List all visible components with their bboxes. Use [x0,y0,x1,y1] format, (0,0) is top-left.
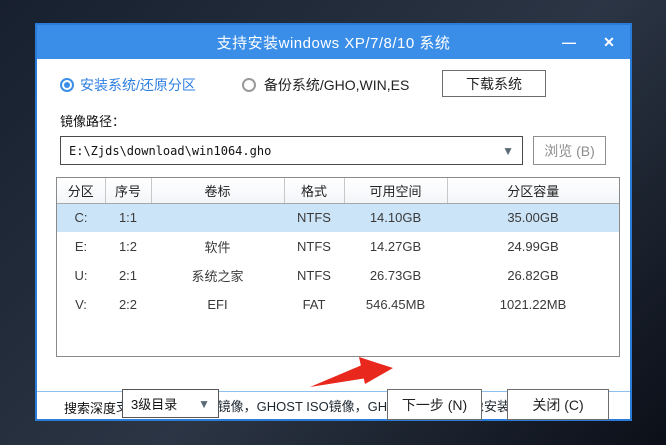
titlebar[interactable]: 支持安装windows XP/7/8/10 系统 — ✕ [37,25,630,59]
col-header-format[interactable]: 格式 [284,178,345,204]
cell-capacity[interactable]: 26.82GB [507,268,559,283]
cell-capacity[interactable]: 24.99GB [507,239,559,254]
cell-drive[interactable]: V: [75,297,87,312]
cell-index[interactable]: 2:1 [118,268,138,283]
cell-free[interactable]: 14.27GB [369,239,422,254]
table-row[interactable]: V: 2:2 EFI FAT 546.45MB 1021.22MB [57,290,619,319]
next-step-button[interactable]: 下一步 (N) [387,389,482,420]
mode-row: 安装系统/还原分区 备份系统/GHO,WIN,ES 下载系统 [60,70,607,98]
cell-format[interactable]: FAT [302,297,326,312]
window-title: 支持安装windows XP/7/8/10 系统 [216,34,451,52]
cell-capacity[interactable]: 35.00GB [447,203,619,232]
browse-button[interactable]: 浏览 (B) [533,136,606,165]
cell-capacity[interactable]: 1021.22MB [499,297,567,312]
col-header-free[interactable]: 可用空间 [344,178,448,204]
radio-unselected-icon[interactable] [241,78,256,92]
cell-format[interactable]: NTFS [297,239,331,254]
image-path-row: E:\Zjds\download\win1064.gho ▼ 浏览 (B) [60,136,607,165]
installer-window: 支持安装windows XP/7/8/10 系统 — ✕ 安装系统/还原分区 备… [35,23,632,421]
cell-free[interactable]: 546.45MB [365,297,426,312]
cell-free[interactable]: 14.10GB [344,203,447,232]
radio-backup-label: 备份系统/GHO,WIN,ES [263,77,410,93]
image-path-label: 镜像路径： [60,114,126,129]
cell-free[interactable]: 26.73GB [369,268,422,283]
radio-install-restore[interactable]: 安装系统/还原分区 [60,75,196,95]
col-header-label[interactable]: 卷标 [151,178,285,204]
table-row[interactable]: C: 1:1 NTFS 14.10GB 35.00GB [57,203,619,232]
partition-table-header: 分区 序号 卷标 格式 可用空间 分区容量 [57,178,619,204]
radio-selected-icon[interactable] [60,78,74,92]
image-path-combobox[interactable]: E:\Zjds\download\win1064.gho ▼ [60,136,523,165]
minimize-icon[interactable]: — [562,34,576,50]
image-path-value[interactable]: E:\Zjds\download\win1064.gho [69,143,272,158]
table-row[interactable]: U: 2:1 系统之家 NTFS 26.73GB 26.82GB [57,261,619,290]
radio-install-label: 安装系统/还原分区 [80,77,196,93]
download-system-button[interactable]: 下载系统 [442,70,546,97]
cell-label[interactable] [151,203,284,232]
cell-drive[interactable]: C: [57,203,105,232]
col-header-index[interactable]: 序号 [105,178,152,204]
partition-table: 分区 序号 卷标 格式 可用空间 分区容量 C: 1:1 NTFS 14.10G… [56,177,620,357]
cell-format[interactable]: NTFS [297,268,331,283]
bottom-controls: 搜索深度 3级目录 ▼ 下一步 (N) 关闭 (C) [60,389,609,420]
cell-label[interactable]: 软件 [204,240,231,255]
close-button[interactable]: 关闭 (C) [507,389,609,420]
cell-drive[interactable]: U: [74,268,88,283]
table-row[interactable]: E: 1:2 软件 NTFS 14.27GB 24.99GB [57,232,619,261]
close-icon[interactable]: ✕ [603,33,615,50]
partition-table-body: C: 1:1 NTFS 14.10GB 35.00GB E: 1:2 软件 NT… [57,203,619,319]
cell-index[interactable]: 1:2 [118,239,138,254]
search-depth-dropdown[interactable]: 3级目录 ▼ [122,389,219,418]
cell-label[interactable]: EFI [207,297,228,312]
radio-backup[interactable]: 备份系统/GHO,WIN,ES [241,75,410,95]
cell-index[interactable]: 1:1 [105,203,151,232]
chevron-down-icon[interactable]: ▼ [198,396,210,411]
cell-label[interactable]: 系统之家 [191,269,244,284]
chevron-down-icon[interactable]: ▼ [502,143,514,158]
window-content: 安装系统/还原分区 备份系统/GHO,WIN,ES 下载系统 镜像路径： E:\… [37,59,630,420]
col-header-drive[interactable]: 分区 [57,178,106,204]
cell-index[interactable]: 2:2 [118,297,138,312]
cell-format[interactable]: NTFS [284,203,344,232]
search-depth-value: 3级目录 [131,397,178,412]
col-header-capacity[interactable]: 分区容量 [447,178,619,204]
search-depth-label: 搜索深度 [64,401,117,416]
cell-drive[interactable]: E: [74,239,88,254]
